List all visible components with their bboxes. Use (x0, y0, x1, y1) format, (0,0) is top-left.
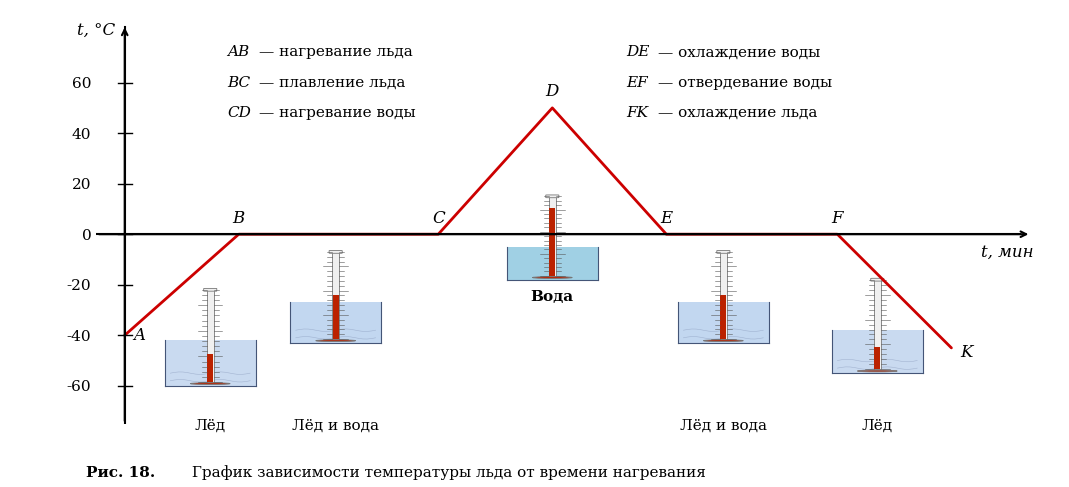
Text: t, мин: t, мин (981, 244, 1034, 262)
Bar (832, 330, 923, 373)
Text: Лёд: Лёд (195, 419, 226, 432)
Text: E: E (661, 209, 672, 226)
Text: — охлаждение льда: — охлаждение льда (657, 106, 817, 120)
Text: CD: CD (228, 106, 251, 120)
Text: D: D (545, 83, 559, 100)
FancyBboxPatch shape (871, 278, 884, 281)
Text: — нагревание воды: — нагревание воды (259, 106, 416, 120)
Bar (873, 280, 881, 369)
FancyBboxPatch shape (546, 195, 559, 198)
Bar (548, 196, 556, 276)
Text: BC: BC (228, 75, 250, 90)
Bar (332, 296, 339, 339)
Text: t, °C: t, °C (77, 22, 115, 39)
Circle shape (703, 340, 743, 341)
Bar (206, 290, 214, 382)
Bar (332, 252, 339, 339)
Bar (678, 302, 769, 343)
Text: B: B (233, 209, 245, 226)
Text: Лёд и вода: Лёд и вода (680, 419, 766, 432)
Bar (549, 208, 556, 276)
Text: — плавление льда: — плавление льда (259, 75, 405, 90)
Circle shape (857, 370, 897, 372)
FancyBboxPatch shape (204, 288, 217, 291)
Text: EF: EF (626, 75, 648, 90)
Text: Рис. 18.: Рис. 18. (86, 466, 155, 480)
Text: FK: FK (626, 106, 649, 120)
Text: Лёд: Лёд (862, 419, 893, 432)
Text: Лёд и вода: Лёд и вода (292, 419, 379, 432)
Bar (721, 296, 727, 339)
Text: — отвердевание воды: — отвердевание воды (657, 75, 832, 90)
Text: F: F (832, 209, 843, 226)
Text: A: A (134, 327, 145, 344)
Circle shape (532, 277, 572, 279)
Text: — нагревание льда: — нагревание льда (259, 45, 413, 59)
Circle shape (315, 340, 356, 341)
Text: График зависимости температуры льда от времени нагревания: График зависимости температуры льда от в… (187, 465, 706, 480)
Bar (165, 340, 255, 386)
Text: — охлаждение воды: — охлаждение воды (657, 45, 820, 59)
Text: DE: DE (626, 45, 650, 59)
Text: K: K (960, 344, 973, 361)
Bar (290, 302, 382, 343)
Bar (874, 347, 881, 369)
Bar (207, 355, 214, 382)
Bar (719, 252, 727, 339)
Text: C: C (432, 209, 445, 226)
Text: AB: AB (228, 45, 249, 59)
FancyBboxPatch shape (329, 250, 342, 253)
Text: Вода: Вода (530, 290, 574, 304)
Circle shape (190, 383, 230, 385)
FancyBboxPatch shape (717, 250, 730, 253)
Bar (507, 247, 598, 280)
